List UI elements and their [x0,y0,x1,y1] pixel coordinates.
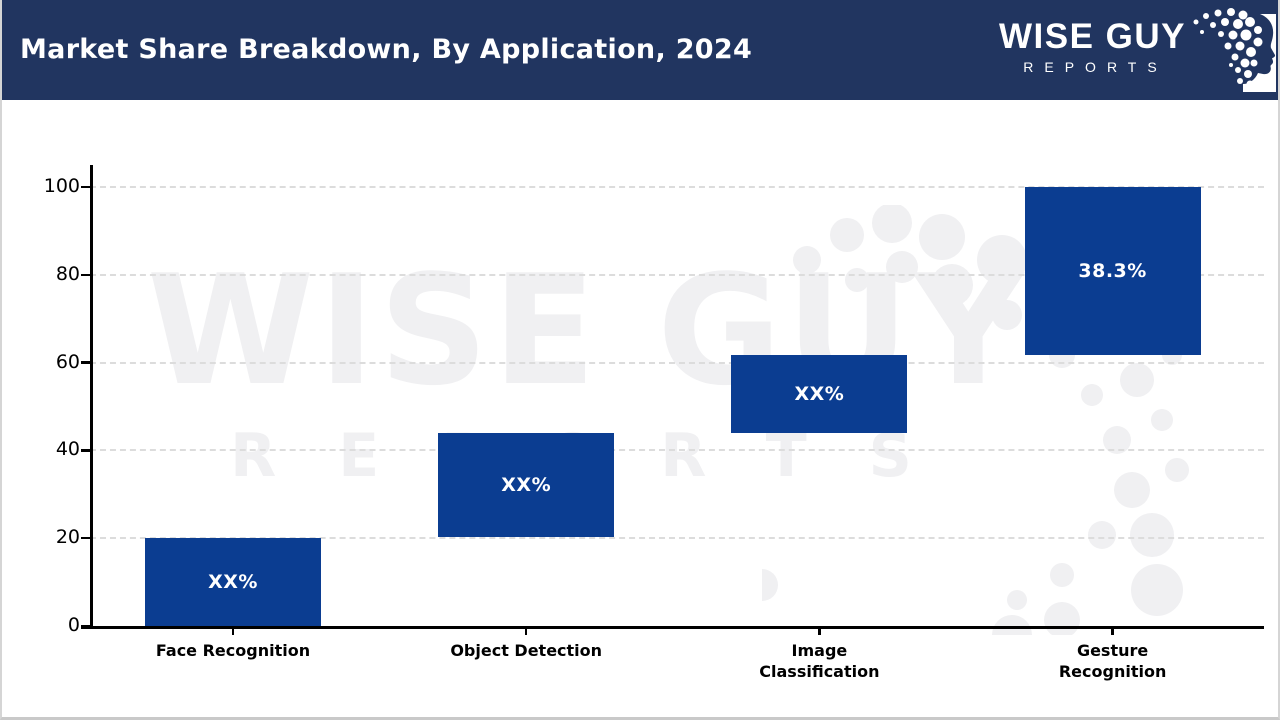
x-axis-tick [818,628,821,635]
watermark-line1: WISE GUY [146,242,1028,419]
y-axis-tick-label: 60 [55,350,80,373]
bar-image-classification: XX% [731,354,908,434]
y-gridline [90,361,1264,364]
x-axis-category-label: Image Classification [759,641,880,681]
y-axis-line [90,165,93,628]
bar-value-label: XX% [501,474,552,497]
bar-value-label: XX% [794,382,845,405]
x-axis-category-label: Face Recognition [155,641,311,660]
x-axis-category-label: Object Detection [450,641,603,660]
y-axis-tick [81,536,90,540]
y-axis-tick-label: 80 [55,262,80,285]
header-band: Market Share Breakdown, By Application, … [2,0,1278,100]
bar-gesture-recognition: 38.3% [1024,187,1201,355]
brand-head-dots-icon [1193,8,1276,92]
bar-value-label: XX% [208,571,258,594]
x-axis-line [81,626,1264,629]
y-gridline [90,449,1264,452]
x-axis-category-label: Gesture Recognition [1058,641,1167,681]
y-gridline [90,273,1264,276]
y-axis-tick [81,273,90,277]
brand-subname: REPORTS [1023,58,1168,75]
bar-object-detection: XX% [438,433,615,537]
x-axis-tick [1111,628,1114,635]
y-axis-tick-label: 0 [67,614,80,636]
brand-logo: WISE GUY REPORTS [998,17,1186,75]
y-axis-tick [81,361,90,364]
y-gridline [90,537,1264,540]
page-title: Market Share Breakdown, By Application, … [20,34,753,65]
y-axis-tick [81,185,90,189]
x-axis-tick [524,628,528,635]
y-gridline [90,186,1264,188]
y-axis-tick-label: 20 [55,526,80,549]
bar-face-recognition: XX% [145,538,321,626]
x-axis-tick [231,628,235,635]
y-axis-tick-label: 100 [43,175,80,197]
y-axis-tick [81,449,90,452]
y-axis-tick-label: 40 [55,438,80,461]
brand-name: WISE GUY [998,17,1186,56]
bar-value-label: 38.3% [1078,259,1147,282]
